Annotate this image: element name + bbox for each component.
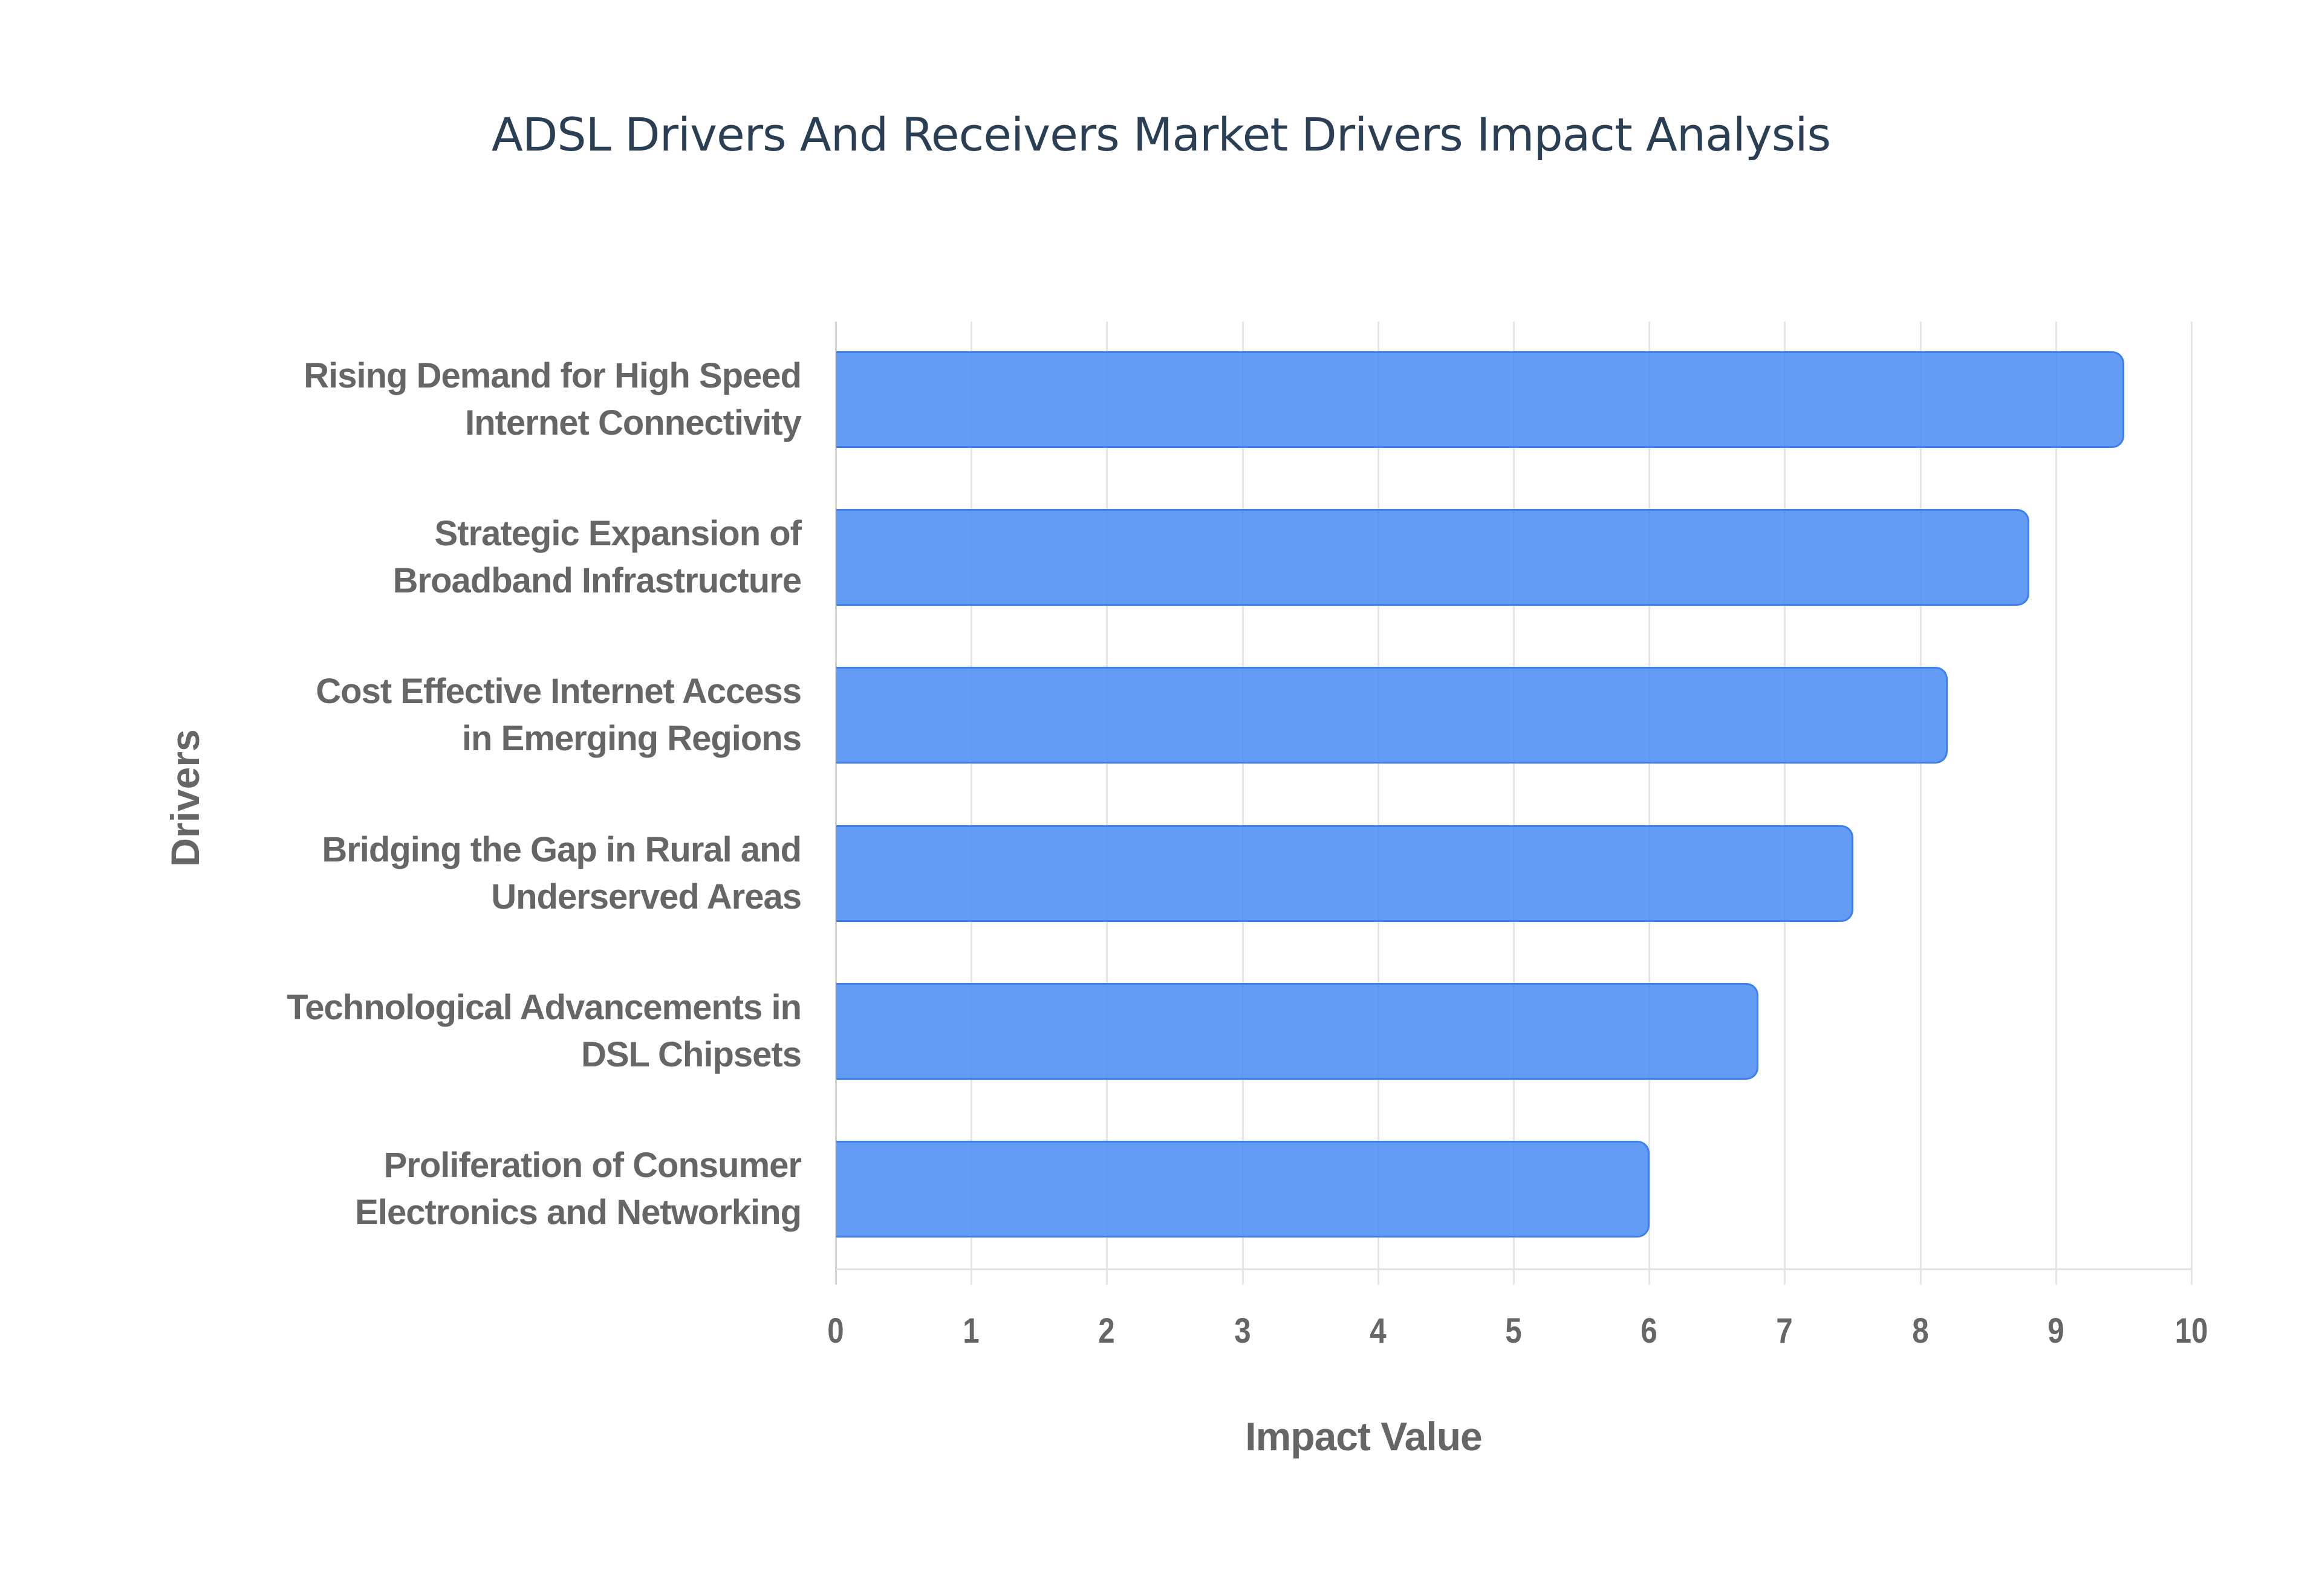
x-tick-label: 5 (1505, 1311, 1522, 1351)
x-tick-label: 3 (1234, 1311, 1251, 1351)
category-label-line: Technological Advancements in (287, 987, 802, 1027)
x-axis-line (836, 1268, 2191, 1270)
category-label-line: Bridging the Gap in Rural and (322, 829, 802, 869)
category-label: Bridging the Gap in Rural and Underserved… (257, 826, 802, 921)
gridline (1106, 322, 1108, 1285)
category-label-line: Rising Demand for High Speed (304, 356, 802, 395)
category-label-line: Strategic Expansion of (434, 514, 802, 554)
gridline (2191, 322, 2193, 1285)
x-tick-label: 8 (1911, 1311, 1929, 1351)
bar[interactable] (836, 825, 1853, 922)
category-label-line: in Emerging Regions (461, 719, 802, 759)
gridline (1377, 322, 1379, 1285)
gridline (1241, 322, 1244, 1285)
x-tick-label: 1 (963, 1311, 980, 1351)
gridline (1648, 322, 1651, 1285)
bar[interactable] (836, 667, 1948, 764)
y-axis-title: Drivers (163, 729, 207, 867)
category-label: Cost Effective Internet Access in Emergin… (257, 668, 802, 762)
gridline (1784, 322, 1786, 1285)
x-tick-label: 0 (827, 1311, 844, 1351)
plot-area (835, 322, 2193, 1285)
gridline (1513, 322, 1515, 1285)
category-label-line: Proliferation of Consumer (383, 1146, 802, 1185)
y-axis-line (835, 322, 837, 1285)
bar[interactable] (836, 351, 2124, 448)
category-label: Proliferation of Consumer Electronics and… (257, 1142, 802, 1236)
category-label-line: Broadband Infrastructure (392, 561, 802, 601)
category-label: Strategic Expansion of Broadband Infrastr… (257, 510, 802, 605)
x-tick-label: 4 (1370, 1311, 1387, 1351)
category-label: Technological Advancements in DSL Chipset… (257, 984, 802, 1079)
x-tick-label: 7 (1776, 1311, 1794, 1351)
gridline (971, 322, 973, 1285)
gridline (2055, 322, 2057, 1285)
chart-title: ADSL Drivers And Receivers Market Driver… (491, 108, 1831, 161)
category-label-line: Underserved Areas (491, 877, 802, 916)
category-label-line: DSL Chipsets (580, 1034, 802, 1074)
bar[interactable] (836, 509, 2029, 606)
category-label-line: Internet Connectivity (465, 403, 802, 443)
x-tick-label: 2 (1098, 1311, 1116, 1351)
category-label-line: Electronics and Networking (355, 1193, 802, 1232)
category-label: Rising Demand for High Speed Internet Con… (257, 352, 802, 447)
category-label-line: Cost Effective Internet Access (316, 672, 802, 712)
x-tick-label: 6 (1641, 1311, 1657, 1351)
x-axis-title: Impact Value (1245, 1414, 1483, 1459)
bar[interactable] (836, 982, 1758, 1080)
x-tick-label: 10 (2174, 1311, 2208, 1351)
gridline (1919, 322, 1922, 1285)
x-tick-label: 9 (2047, 1311, 2064, 1351)
bar[interactable] (836, 1141, 1650, 1238)
